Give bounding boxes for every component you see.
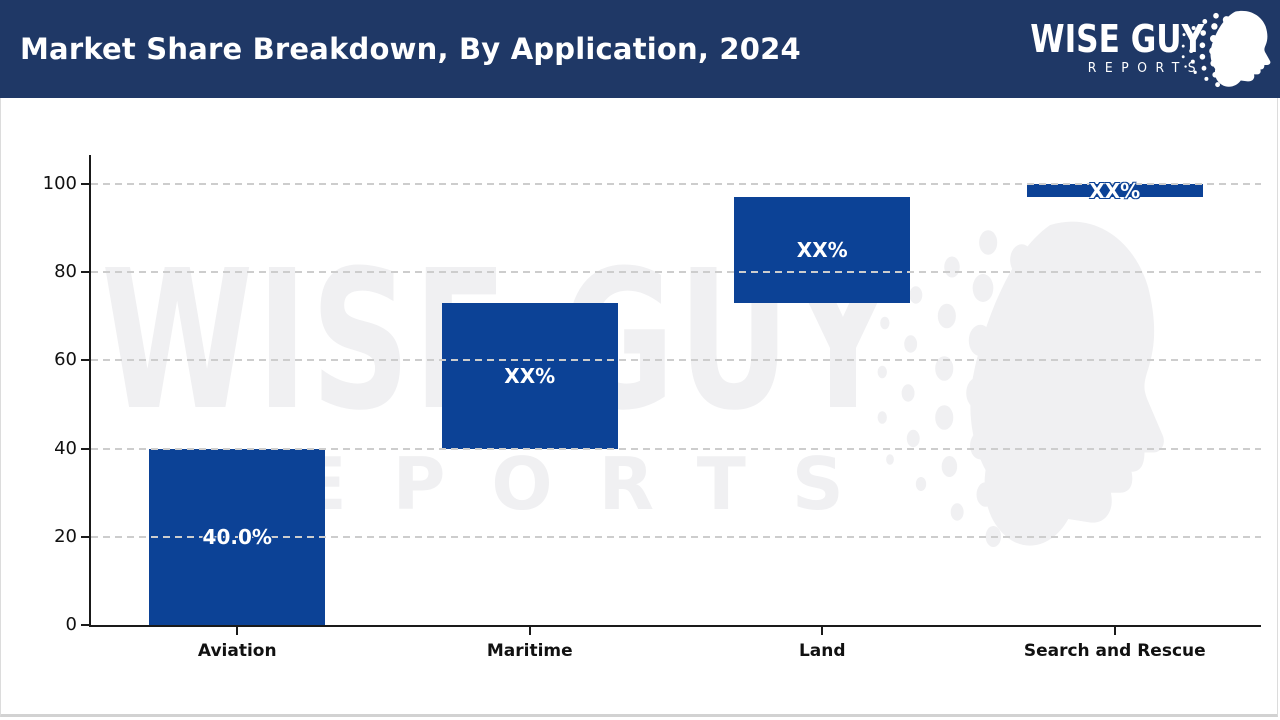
gridline-20 [91, 535, 1261, 538]
x-tick-3 [1113, 627, 1116, 635]
y-tick-label-60: 60 [54, 349, 77, 371]
gridline-40 [91, 447, 1261, 450]
x-axis-label-land: Land [798, 641, 846, 661]
y-tick-label-40: 40 [54, 437, 77, 459]
gridline-80 [91, 271, 1261, 274]
y-tick-label-100: 100 [42, 173, 77, 195]
gridline-60 [91, 359, 1261, 362]
y-tick-80 [81, 271, 89, 274]
bar-label-search-and-rescue: XX% [1089, 178, 1141, 203]
x-axis-label-maritime: Maritime [486, 641, 573, 661]
logo-subtext: REPORTS [1087, 61, 1204, 76]
bar-label-land: XX% [796, 238, 848, 263]
gridline-100 [91, 183, 1261, 186]
y-tick-20 [81, 535, 89, 538]
dotted-face-icon [1176, 10, 1272, 92]
x-axis-label-aviation: Aviation [197, 641, 277, 661]
plot-region: 0 20 40 60 80 100 40.0% Aviation XX% Maritime XX% L… [43, 155, 1261, 661]
y-tick-0 [81, 624, 89, 626]
wise-guy-reports-logo: WISE GUY REPORTS [1022, 4, 1272, 96]
y-tick-60 [81, 359, 89, 362]
header-bar: Market Share Breakdown, By Application, … [0, 0, 1280, 98]
x-tick-0 [236, 627, 239, 635]
y-tick-100 [81, 183, 89, 186]
y-tick-label-80: 80 [54, 261, 77, 283]
logo-text: WISE GUY REPORTS [992, 20, 1204, 76]
chart-area: WISE GUY REPORTS 0 20 40 60 80 100 40.0% Aviati… [0, 98, 1278, 717]
bar-maritime [441, 303, 618, 449]
chart-title: Market Share Breakdown, By Application, … [20, 32, 801, 66]
y-tick-40 [81, 447, 89, 450]
logo-wordmark: WISE GUY [1030, 17, 1204, 61]
bar-label-maritime: XX% [504, 363, 556, 388]
x-axis-label-search-and-rescue: Search and Rescue [1023, 641, 1206, 661]
bar-label-aviation: 40.0% [202, 524, 272, 549]
y-tick-label-20: 20 [54, 525, 77, 547]
bar-search-and-rescue [1026, 184, 1203, 198]
x-tick-2 [821, 627, 824, 635]
y-tick-label-0: 0 [65, 614, 77, 635]
x-tick-1 [528, 627, 531, 635]
